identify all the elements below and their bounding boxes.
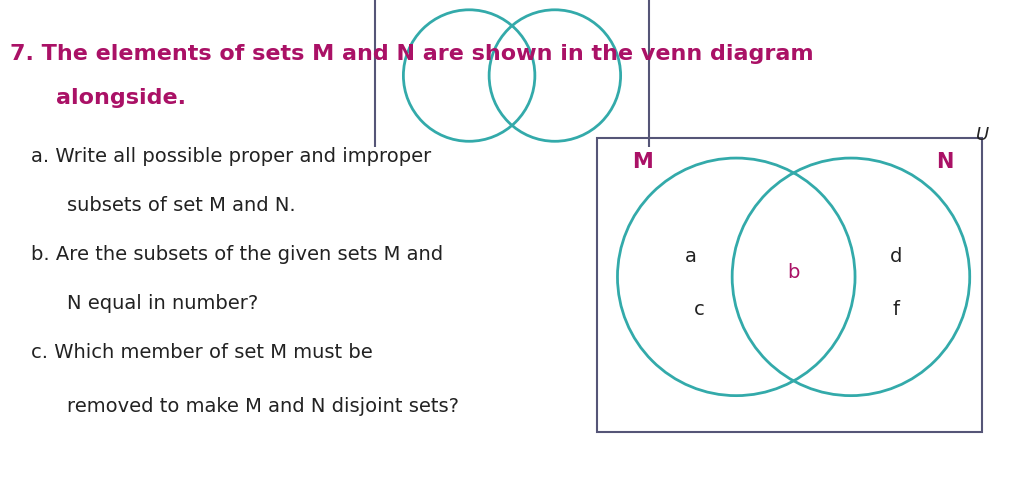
Text: d: d <box>890 247 902 266</box>
Text: N equal in number?: N equal in number? <box>67 294 258 313</box>
Text: f: f <box>893 300 899 319</box>
Text: removed to make M and N disjoint sets?: removed to make M and N disjoint sets? <box>67 397 459 416</box>
Text: subsets of set M and N.: subsets of set M and N. <box>67 196 295 215</box>
Text: N: N <box>937 152 953 172</box>
Text: c. Which member of set M must be: c. Which member of set M must be <box>31 343 373 362</box>
Text: M: M <box>632 152 652 172</box>
Text: 7. The elements of sets M and N are shown in the venn diagram: 7. The elements of sets M and N are show… <box>10 44 814 64</box>
Text: b. Are the subsets of the given sets M and: b. Are the subsets of the given sets M a… <box>31 245 442 264</box>
Text: a. Write all possible proper and improper: a. Write all possible proper and imprope… <box>31 147 431 166</box>
Text: U: U <box>976 126 989 144</box>
Text: alongside.: alongside. <box>56 88 186 108</box>
Text: a: a <box>685 247 697 266</box>
Text: c: c <box>694 300 705 319</box>
Text: b: b <box>787 263 800 282</box>
